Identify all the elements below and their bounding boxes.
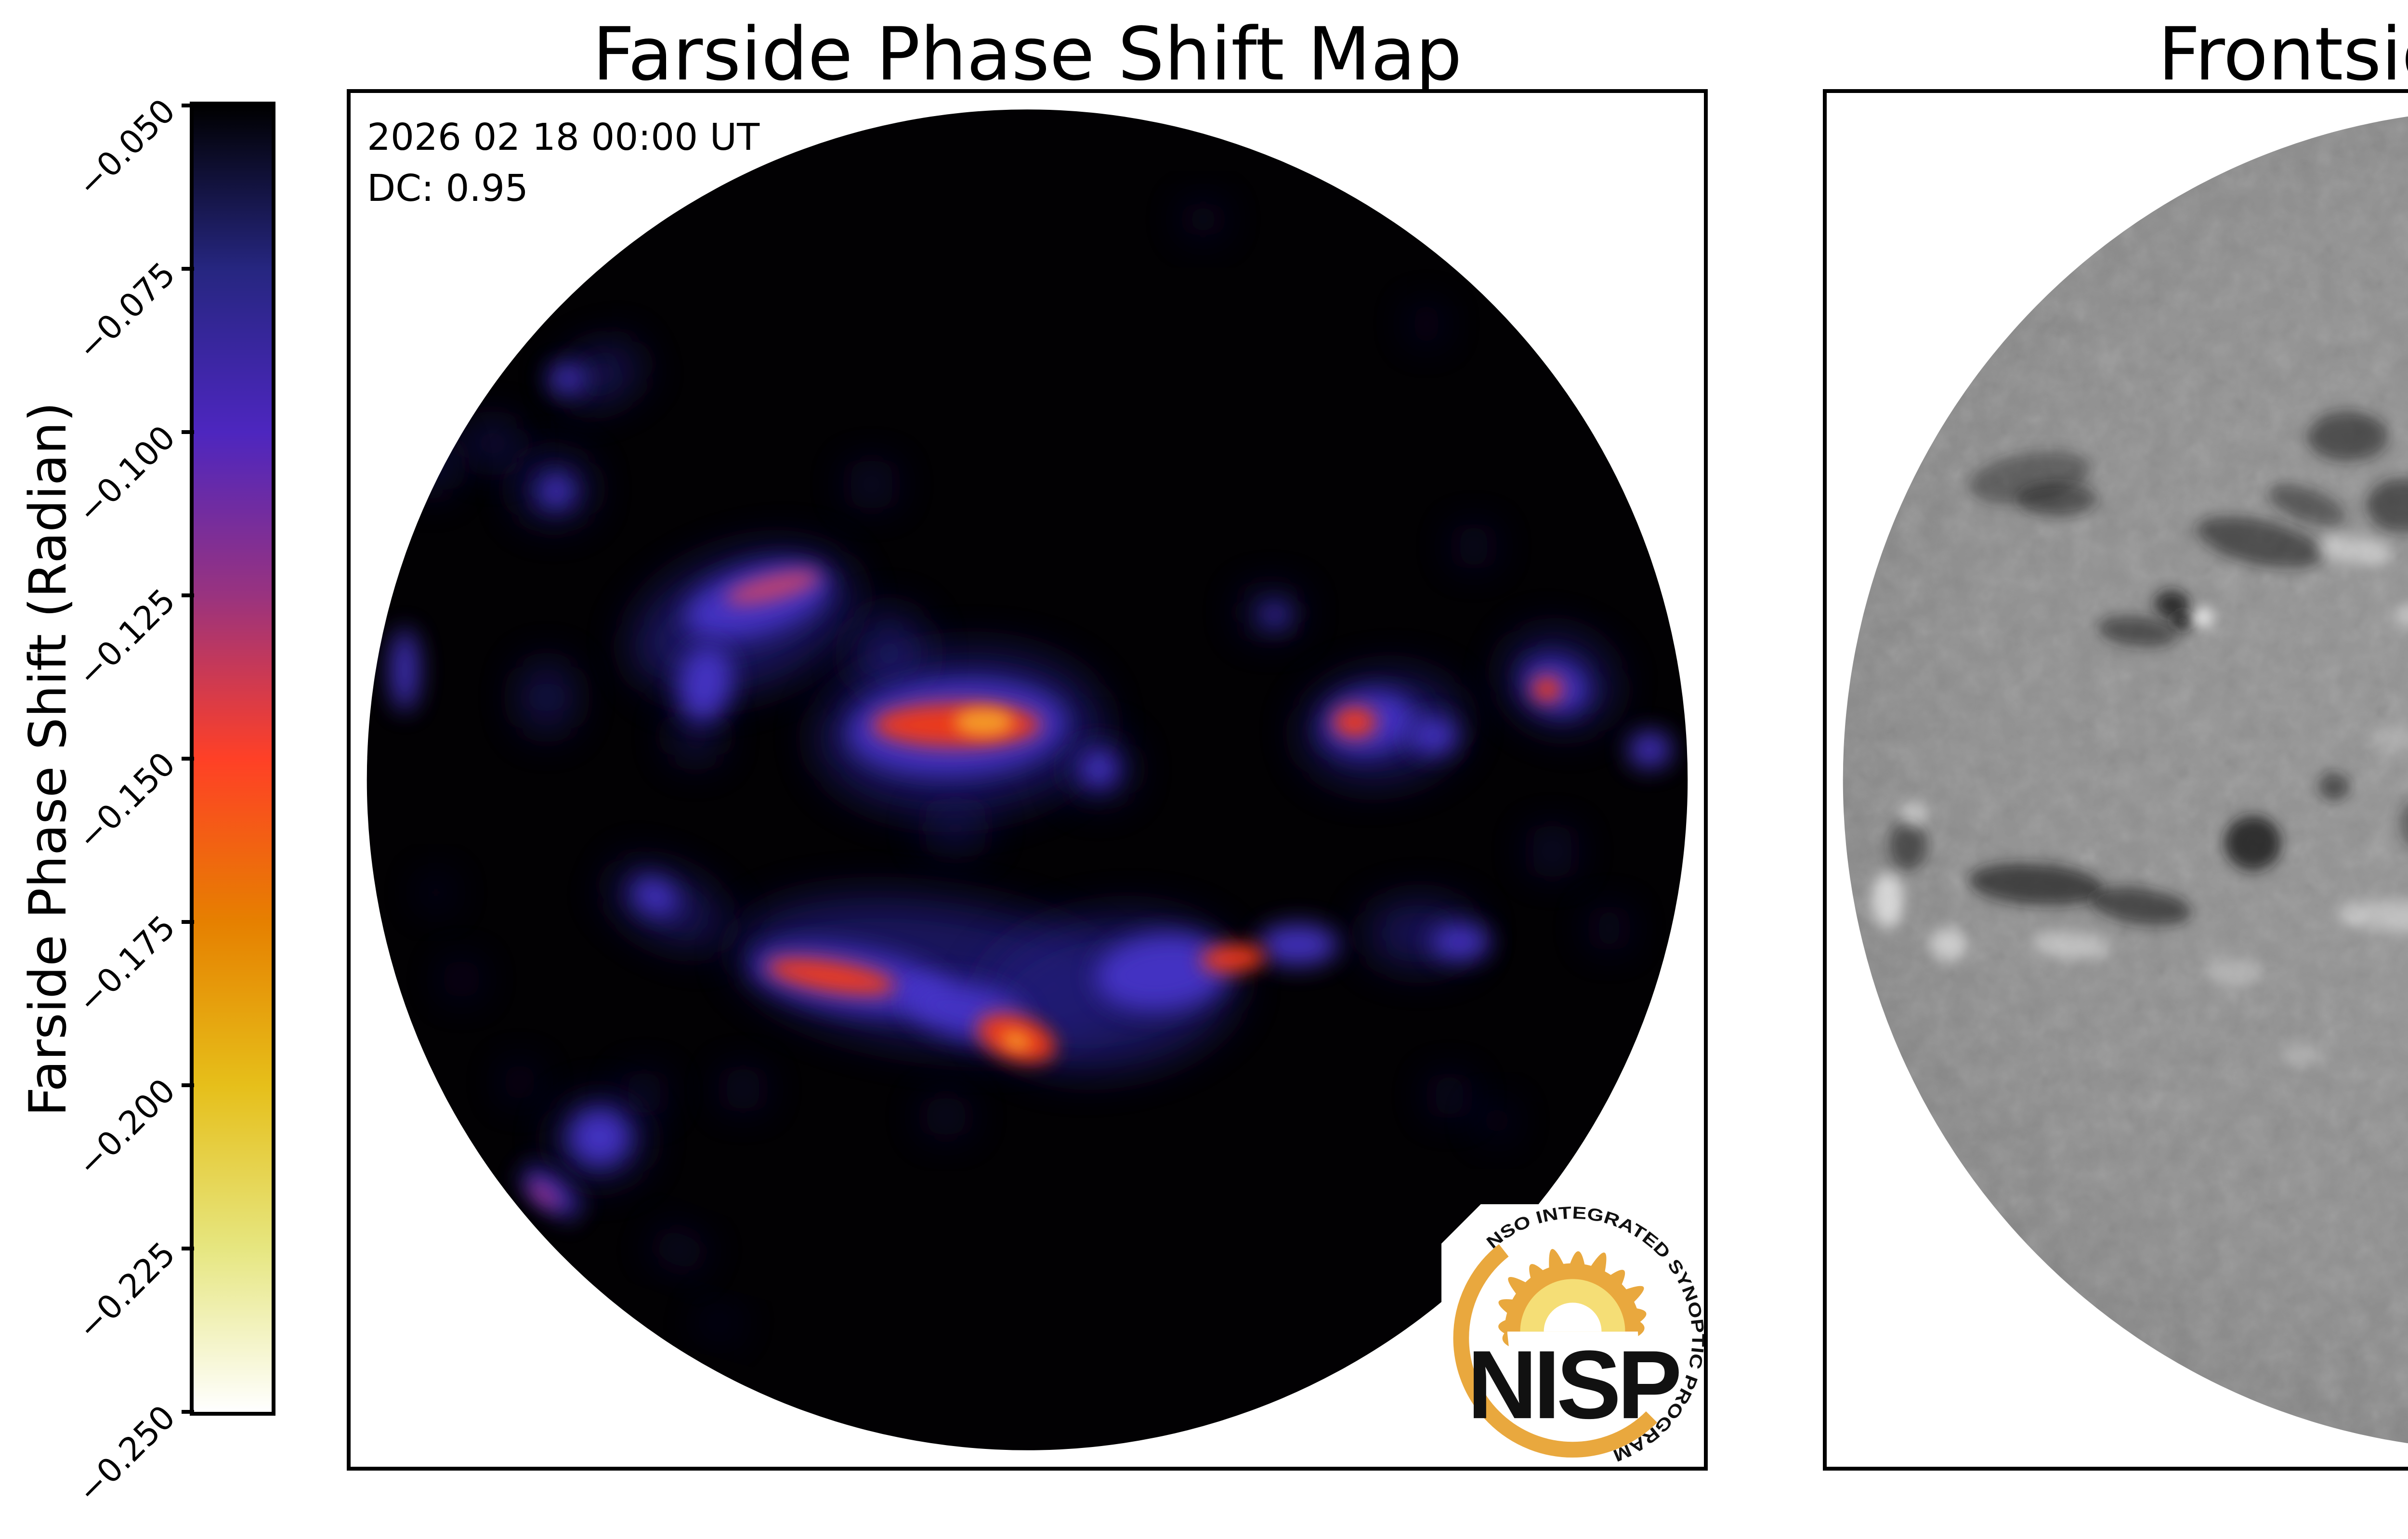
nisp-logo: NISP NSO INTEGRATED SYNOPTIC PROGRAM [1441,1204,1704,1467]
colorbar-tick-mark [182,104,194,107]
colorbar-tick-mark [182,920,194,924]
colorbar-tick-mark [182,430,194,434]
logo-badge [1441,1204,1704,1467]
logo-ring-arc [1453,1218,1692,1458]
farside-active-regions [391,210,1672,1331]
colorbar-tick-label: −0.250 [70,1398,183,1511]
frontside-panel: NISP NSO INTEGRATED SYNOPTIC PROGRAM [1823,89,2408,1471]
colorbar-tick-mark [182,267,194,271]
farside-dc-text: DC: 0.95 [367,167,528,210]
sun-icon [1498,1249,1647,1346]
colorbar-tick-mark [182,1247,194,1250]
colorbar-tick-mark [182,757,194,761]
frontside-disk-image [1827,93,2408,1467]
magnetogram-features [1843,109,2408,1450]
farside-panel-title: Farside Phase Shift Map [592,12,1462,97]
farside-disk-image [351,93,1704,1467]
farside-annotation: 2026 02 18 00:00 UT DC: 0.95 [367,112,759,214]
colorbar-tick-mark [182,1083,194,1087]
colorbar-tick-mark [182,1410,194,1414]
colorbar-tick-mark [182,593,194,597]
farside-date-text: 2026 02 18 00:00 UT [367,116,760,159]
colorbar-gradient [190,102,275,1416]
logo-acronym-text: NISP [1467,1330,1679,1439]
frontside-panel-title: Frontside Mag Map [2158,12,2408,97]
farside-panel: 2026 02 18 00:00 UT DC: 0.95 NISP NSO IN… [347,89,1708,1471]
